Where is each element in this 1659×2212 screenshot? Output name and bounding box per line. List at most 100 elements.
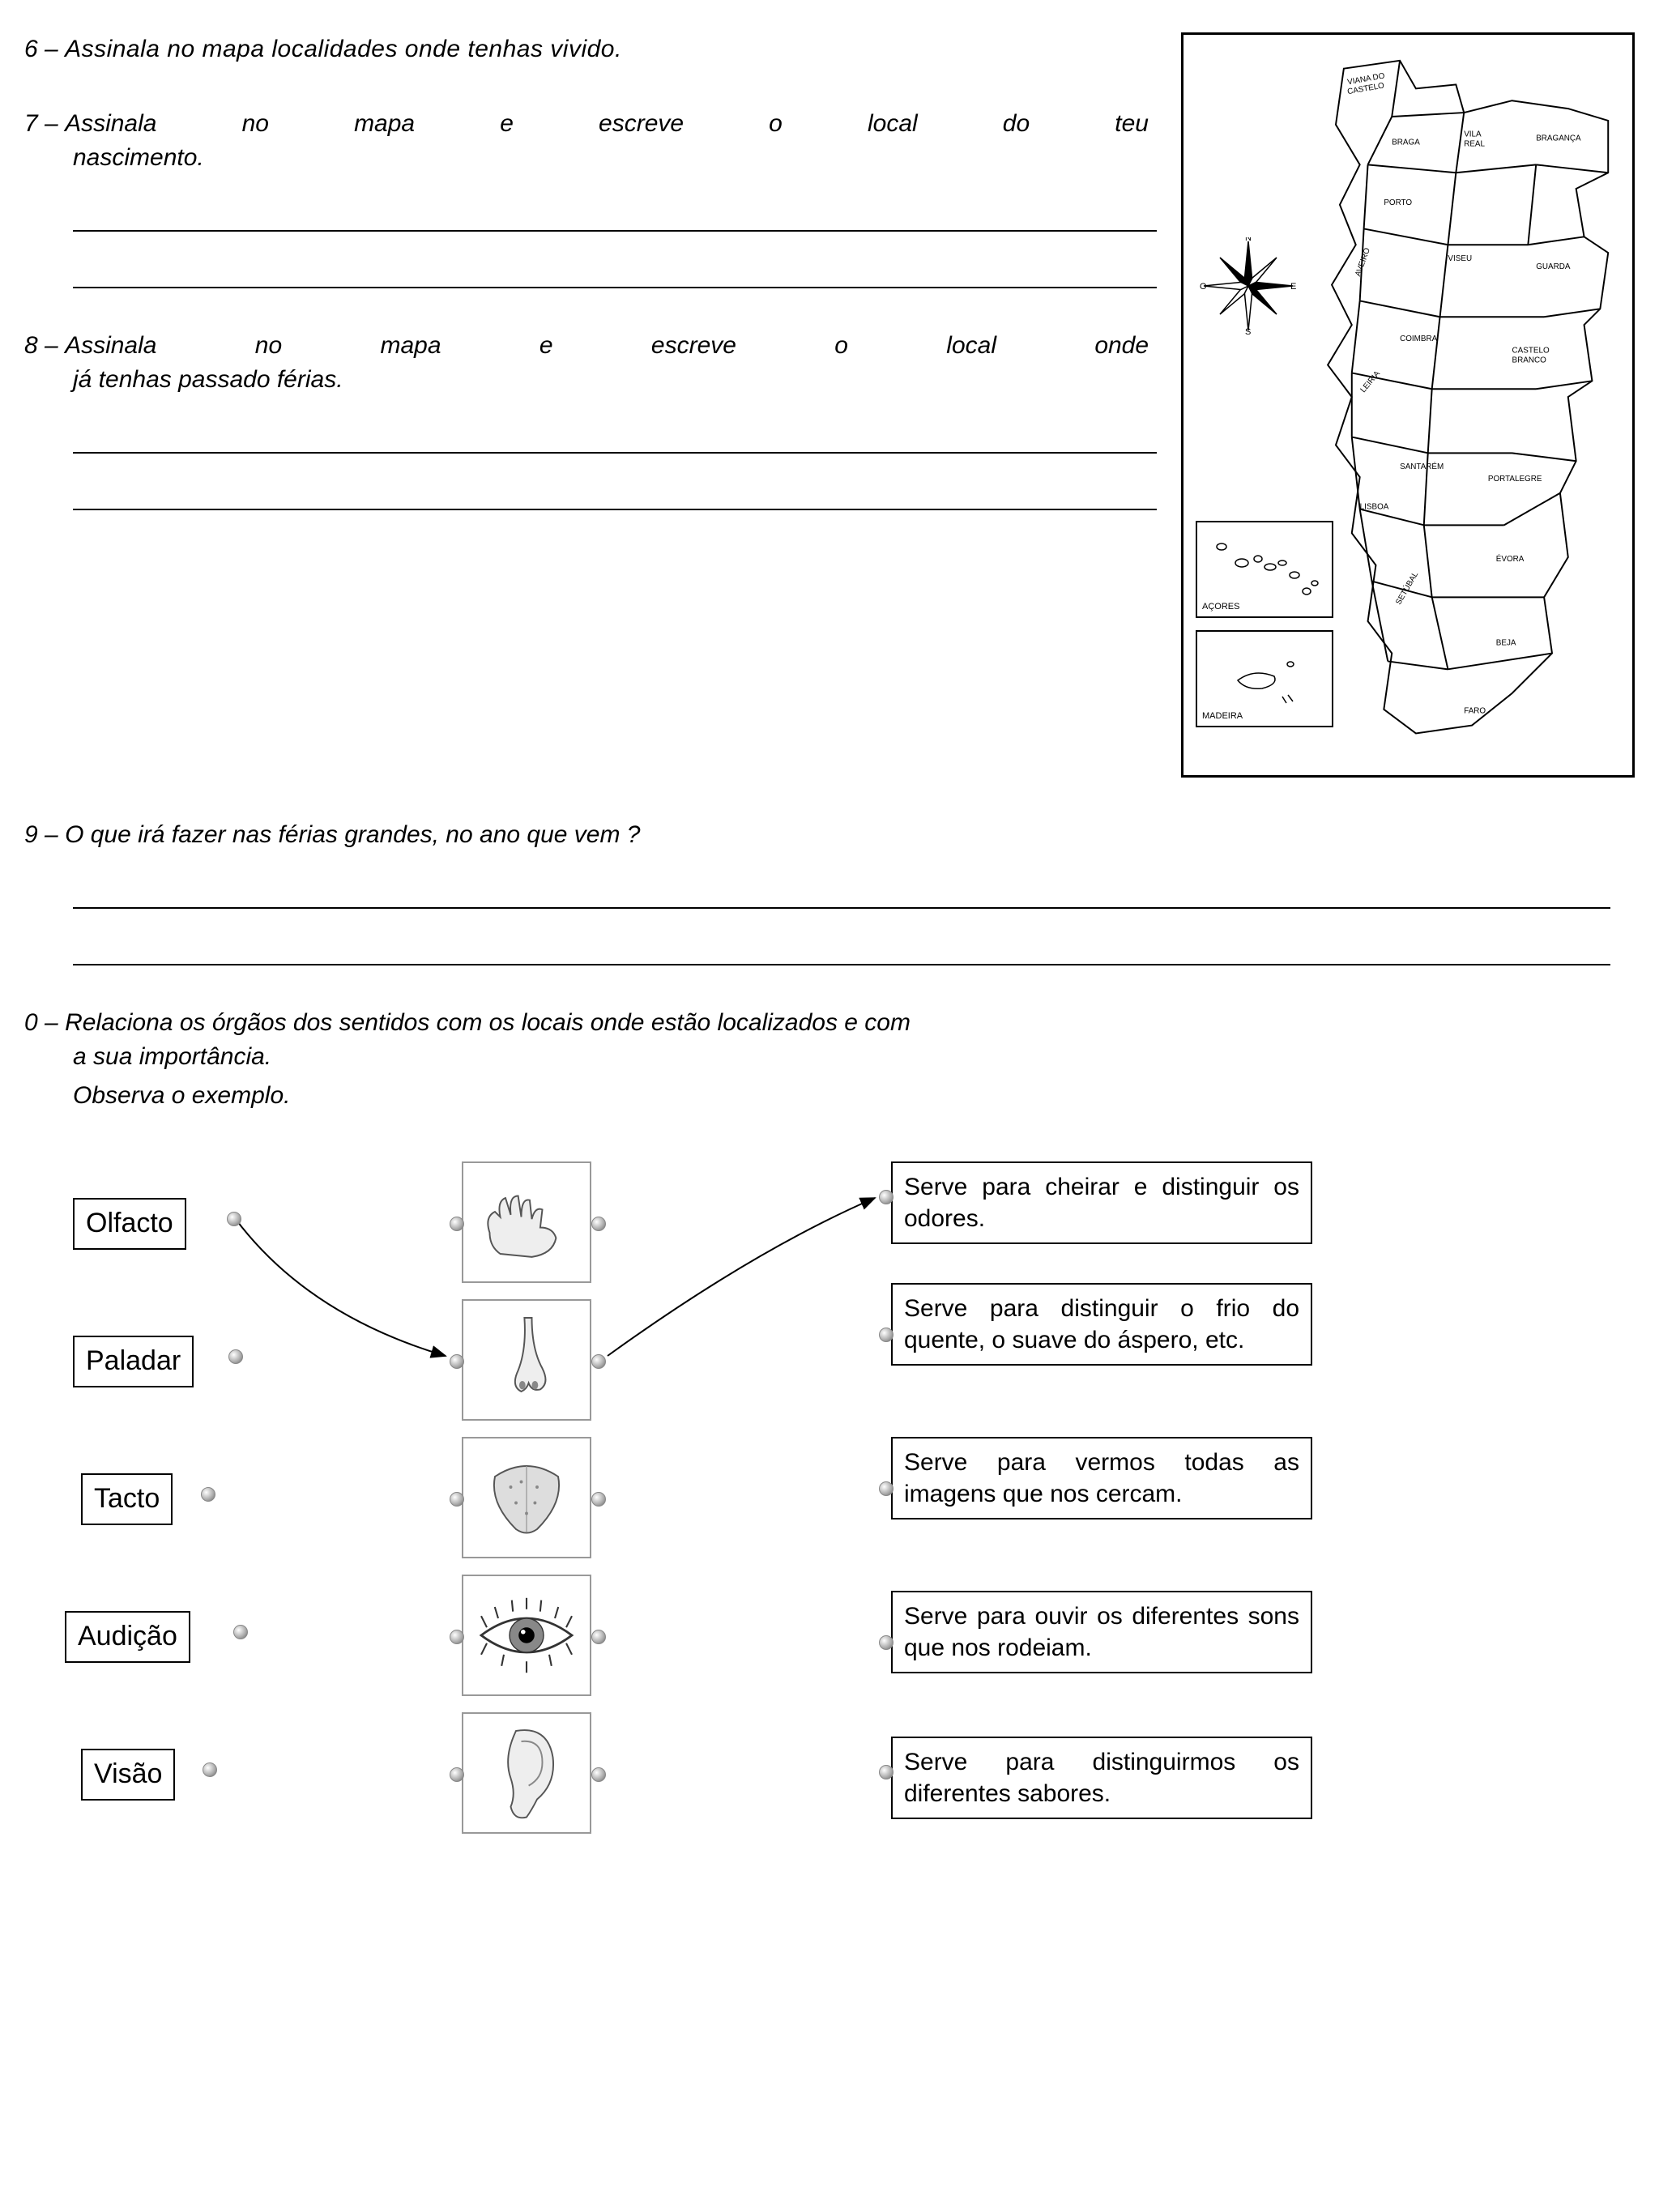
- label-leiria: LEIRIA: [1358, 369, 1382, 394]
- dot-hand-l[interactable]: [450, 1217, 464, 1231]
- q9-answer-line-2[interactable]: [73, 933, 1610, 965]
- label-aveiro: AVEIRO: [1354, 246, 1372, 277]
- label-castelobranco2: BRANCO: [1512, 356, 1547, 365]
- svg-text:O: O: [1200, 282, 1207, 292]
- organ-ear[interactable]: [462, 1712, 591, 1834]
- desc-paladar[interactable]: Serve para distinguirmos os diferentes s…: [891, 1737, 1312, 1819]
- q8-w2: no: [255, 329, 282, 363]
- organ-tongue[interactable]: [462, 1437, 591, 1558]
- desc-tacto[interactable]: Serve para distinguir o frio do quente, …: [891, 1283, 1312, 1366]
- label-faro: FARO: [1464, 707, 1486, 716]
- desc-olfacto[interactable]: Serve para cheirar e distinguir os odore…: [891, 1161, 1312, 1244]
- dot-visao[interactable]: [203, 1762, 217, 1777]
- sense-audicao[interactable]: Audição: [65, 1611, 190, 1663]
- q7-row2: nascimento.: [73, 141, 1157, 175]
- dot-nose-l[interactable]: [450, 1354, 464, 1369]
- question-8: 8 – Assinala no mapa e escreve o local o…: [24, 329, 1157, 510]
- dot-tongue-r[interactable]: [591, 1492, 606, 1507]
- q7-w2: no: [242, 107, 269, 141]
- sense-olfacto[interactable]: Olfacto: [73, 1198, 186, 1250]
- q7-w9: teu: [1115, 107, 1149, 141]
- q8-w1: Assinala: [65, 329, 156, 363]
- madeira-box: MADEIRA: [1196, 630, 1333, 727]
- q9-number: 9 –: [24, 821, 58, 848]
- madeira-label: MADEIRA: [1202, 710, 1243, 722]
- label-portalegre: PORTALEGRE: [1488, 475, 1542, 484]
- organ-hand[interactable]: [462, 1161, 591, 1283]
- label-santarem: SANTARÉM: [1400, 462, 1444, 471]
- q9-text: O que irá fazer nas férias grandes, no a…: [65, 821, 640, 848]
- organ-nose[interactable]: [462, 1299, 591, 1421]
- q7-w7: local: [868, 107, 918, 141]
- map-column: VIANA DO CASTELO BRAGA VILA REAL BRAGANÇ…: [1181, 32, 1635, 778]
- q8-w8: onde: [1094, 329, 1149, 363]
- q8-number: 8 –: [24, 332, 58, 359]
- svg-text:S: S: [1245, 327, 1251, 335]
- dot-desc-4[interactable]: [879, 1635, 893, 1650]
- q7-answer-line-2[interactable]: [73, 256, 1157, 288]
- label-evora: ÉVORA: [1496, 555, 1525, 564]
- question-6: 6 – Assinala no mapa localidades onde te…: [24, 32, 1157, 66]
- label-vilareal: VILA: [1464, 130, 1482, 139]
- portugal-map[interactable]: VIANA DO CASTELO BRAGA VILA REAL BRAGANÇ…: [1181, 32, 1635, 778]
- dot-hand-r[interactable]: [591, 1217, 606, 1231]
- questions-column: 6 – Assinala no mapa localidades onde te…: [24, 32, 1157, 778]
- sense-tacto[interactable]: Tacto: [81, 1473, 173, 1525]
- dot-eye-r[interactable]: [591, 1630, 606, 1644]
- desc-visao[interactable]: Serve para vermos todas as imagens que n…: [891, 1437, 1312, 1519]
- q7-w4: e: [500, 107, 514, 141]
- q6-text: Assinala no mapa localidades onde tenhas…: [65, 36, 622, 62]
- label-beja: BEJA: [1496, 639, 1516, 648]
- q8-answer-line-2[interactable]: [73, 478, 1157, 510]
- q9-answer-line-1[interactable]: [73, 876, 1610, 909]
- label-coimbra: COIMBRA: [1400, 335, 1438, 343]
- acores-box: AÇORES: [1196, 521, 1333, 618]
- dot-tacto[interactable]: [201, 1487, 215, 1502]
- label-lisboa: LISBOA: [1360, 503, 1389, 512]
- label-vilareal2: REAL: [1464, 140, 1485, 149]
- q7-number: 7 –: [24, 110, 58, 137]
- q10-sub: Observa o exemplo.: [73, 1079, 1635, 1113]
- svg-text:N: N: [1245, 237, 1252, 243]
- dot-paladar[interactable]: [228, 1349, 243, 1364]
- dot-nose-r[interactable]: [591, 1354, 606, 1369]
- dot-desc-3[interactable]: [879, 1481, 893, 1496]
- label-viseu: VISEU: [1448, 254, 1472, 263]
- dot-ear-r[interactable]: [591, 1767, 606, 1782]
- top-section: 6 – Assinala no mapa localidades onde te…: [24, 32, 1635, 778]
- label-porto: PORTO: [1384, 198, 1412, 207]
- dot-audicao[interactable]: [233, 1625, 248, 1639]
- sense-visao[interactable]: Visão: [81, 1749, 175, 1801]
- q7-w1: Assinala: [65, 107, 156, 141]
- svg-text:E: E: [1290, 282, 1296, 292]
- dot-tongue-l[interactable]: [450, 1492, 464, 1507]
- desc-audicao[interactable]: Serve para ouvir os diferentes sons que …: [891, 1591, 1312, 1673]
- sense-paladar[interactable]: Paladar: [73, 1336, 194, 1387]
- question-9: 9 – O que irá fazer nas férias grandes, …: [24, 818, 1635, 965]
- q8-w6: o: [834, 329, 848, 363]
- q10-number: 0 –: [24, 1009, 58, 1036]
- compass-rose: N S O E: [1200, 237, 1297, 335]
- dot-desc-1[interactable]: [879, 1190, 893, 1204]
- q8-w3: mapa: [381, 329, 441, 363]
- dot-olfacto[interactable]: [227, 1212, 241, 1226]
- dot-eye-l[interactable]: [450, 1630, 464, 1644]
- organ-eye[interactable]: [462, 1575, 591, 1696]
- q8-w7: local: [946, 329, 996, 363]
- q7-w5: escreve: [599, 107, 684, 141]
- q7-answer-line-1[interactable]: [73, 199, 1157, 232]
- question-10: 0 – Relaciona os órgãos dos sentidos com…: [24, 1006, 1635, 1113]
- dot-ear-l[interactable]: [450, 1767, 464, 1782]
- q10-text: Relaciona os órgãos dos sentidos com os …: [65, 1009, 911, 1036]
- dot-desc-5[interactable]: [879, 1765, 893, 1779]
- q10-text2: a sua importância.: [73, 1040, 1635, 1074]
- label-braganca: BRAGANÇA: [1536, 134, 1581, 143]
- q7-w6: o: [769, 107, 783, 141]
- q6-number: 6 –: [24, 36, 58, 62]
- q7-w3: mapa: [354, 107, 415, 141]
- label-castelobranco: CASTELO: [1512, 347, 1550, 356]
- q7-w8: do: [1003, 107, 1030, 141]
- dot-desc-2[interactable]: [879, 1328, 893, 1342]
- q8-row2: já tenhas passado férias.: [73, 363, 1157, 397]
- q8-answer-line-1[interactable]: [73, 421, 1157, 454]
